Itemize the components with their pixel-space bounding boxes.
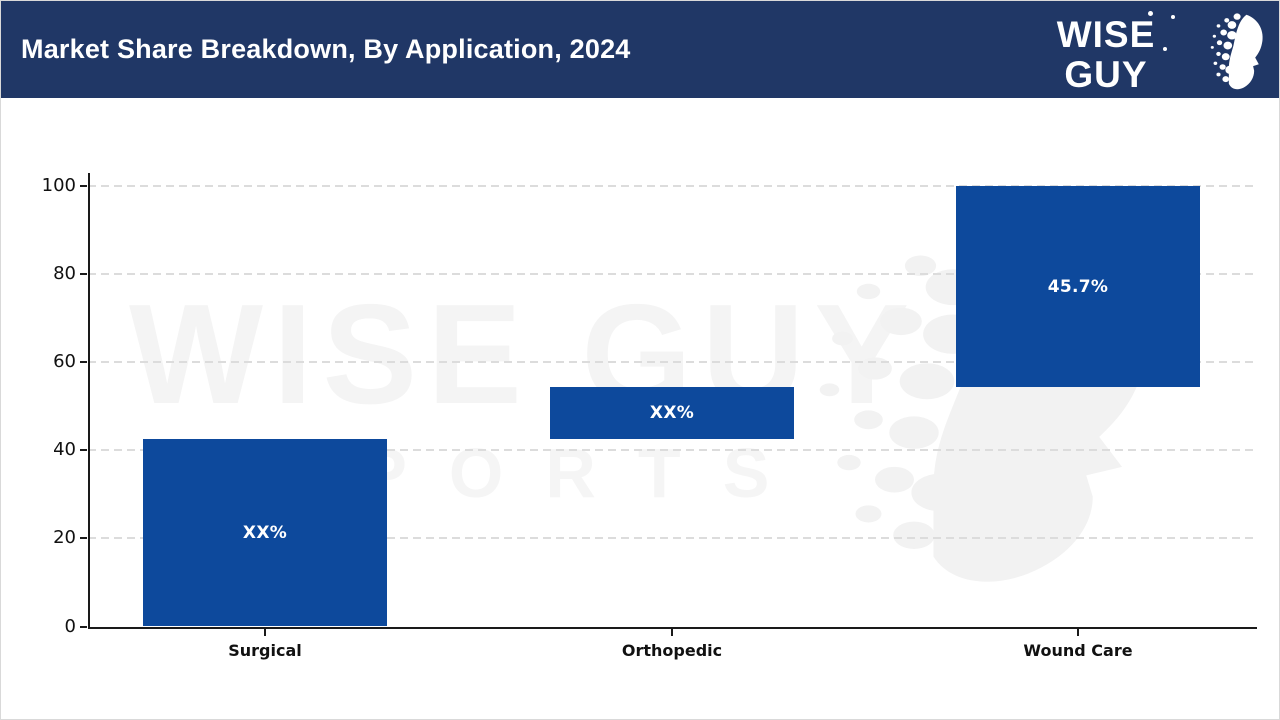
x-axis-label-orthopedic: Orthopedic: [562, 641, 782, 660]
y-tick-label-60: 60: [30, 353, 76, 371]
gridline-40: [88, 449, 1257, 452]
y-tick-label-80-text: 80: [53, 263, 76, 285]
bar-segment-wound-care-text: 45.7%: [1047, 276, 1109, 297]
bar-segment-wound-care: 45.7%: [956, 186, 1200, 388]
y-tick-label-100-text: 100: [41, 175, 76, 196]
wise-guy-logo: WISE GUY REPORTS: [1016, 5, 1271, 113]
gridline-20: [88, 537, 1257, 540]
x-axis-spine: [88, 626, 1257, 629]
gridline-60: [88, 361, 1257, 364]
y-tick-mark-0: [80, 625, 87, 628]
logo-wordmark: WISE GUY: [1056, 14, 1156, 95]
gridline-80: [88, 273, 1257, 276]
logo-head-icon: [1210, 13, 1263, 90]
gridline-100: [88, 185, 1257, 187]
header-bar: Market Share Breakdown, By Application, …: [1, 1, 1279, 113]
x-tick-mark-2: [671, 628, 673, 636]
page-title: Market Share Breakdown, By Application, …: [21, 34, 631, 64]
x-axis-label-orthopedic-text: Orthopedic: [621, 640, 723, 660]
watermark-text-line1: WISE GUY: [129, 275, 920, 434]
logo-subtitle: REPORTS: [1042, 97, 1176, 113]
y-tick-label-20-text: 20: [53, 527, 76, 549]
x-axis-label-wound-care: Wound Care: [968, 641, 1188, 660]
x-axis-label-wound-care-text: Wound Care: [1023, 640, 1133, 660]
bar-segment-surgical-text: XX%: [242, 522, 288, 543]
x-tick-mark-3: [1077, 628, 1079, 636]
y-tick-mark-60: [80, 361, 87, 364]
y-tick-label-100: 100: [30, 177, 76, 195]
logo-text: WISE GUY REPORTS: [1016, 14, 1196, 114]
y-tick-mark-100: [80, 185, 87, 187]
y-tick-label-60-text: 60: [53, 351, 76, 373]
logo-dot: [1148, 11, 1153, 16]
logo-dot: [1163, 47, 1167, 51]
bar-segment-orthopedic: XX%: [550, 387, 794, 440]
y-tick-mark-20: [80, 537, 87, 540]
y-axis-spine: [88, 173, 90, 629]
y-tick-label-80: 80: [30, 265, 76, 283]
logo-dot: [1171, 15, 1175, 19]
x-axis-label-surgical-text: Surgical: [228, 640, 302, 660]
y-tick-label-0-text: 0: [64, 615, 76, 637]
bar-segment-orthopedic-text: XX%: [649, 403, 695, 424]
x-axis-label-surgical: Surgical: [155, 641, 375, 660]
y-tick-label-40: 40: [30, 441, 76, 459]
y-tick-label-0: 0: [30, 615, 76, 637]
y-tick-mark-40: [80, 449, 87, 452]
y-tick-label-40-text: 40: [53, 439, 76, 461]
y-tick-mark-80: [80, 273, 87, 276]
y-tick-label-20: 20: [30, 529, 76, 547]
x-tick-mark-1: [264, 628, 266, 636]
bar-segment-surgical: XX%: [143, 439, 387, 627]
